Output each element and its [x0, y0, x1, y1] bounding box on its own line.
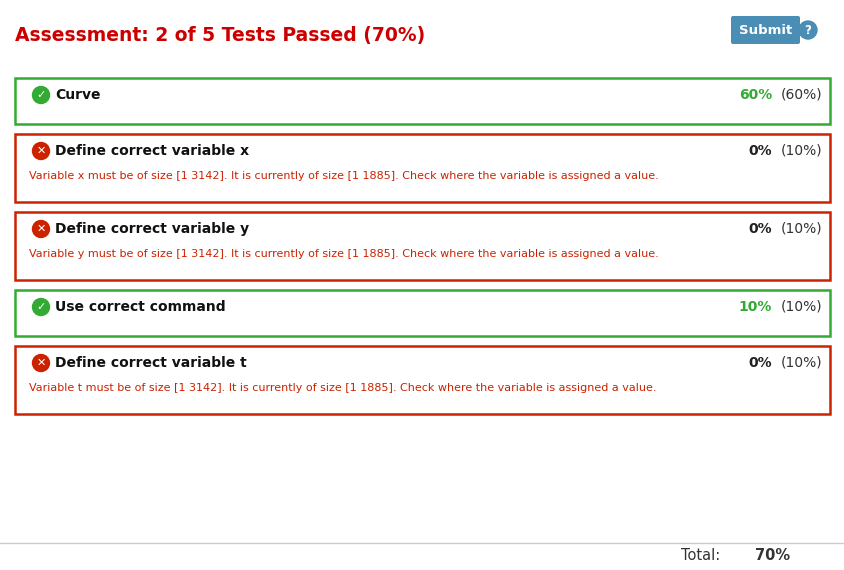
Text: Submit: Submit: [738, 23, 791, 36]
Text: ✕: ✕: [36, 224, 46, 234]
Text: Variable x must be of size [1 3142]. It is currently of size [1 1885]. Check whe: Variable x must be of size [1 3142]. It …: [29, 171, 658, 181]
Text: 10%: 10%: [738, 300, 771, 314]
Text: Assessment: 2 of 5 Tests Passed (70%): Assessment: 2 of 5 Tests Passed (70%): [15, 26, 425, 45]
Text: 0%: 0%: [748, 222, 771, 236]
FancyBboxPatch shape: [730, 16, 799, 44]
Text: (10%): (10%): [780, 222, 821, 236]
Circle shape: [32, 299, 50, 316]
Text: ?: ?: [803, 23, 810, 36]
Text: 0%: 0%: [748, 144, 771, 158]
FancyBboxPatch shape: [15, 212, 829, 280]
Circle shape: [798, 21, 816, 39]
Text: ✓: ✓: [36, 302, 46, 312]
Text: (10%): (10%): [780, 300, 821, 314]
Text: (60%): (60%): [780, 88, 821, 102]
Text: 70%: 70%: [754, 548, 789, 563]
Text: Use correct command: Use correct command: [55, 300, 225, 314]
Text: Define correct variable x: Define correct variable x: [55, 144, 249, 158]
Circle shape: [32, 221, 50, 238]
Text: Define correct variable t: Define correct variable t: [55, 356, 246, 370]
FancyBboxPatch shape: [15, 134, 829, 202]
Text: ✕: ✕: [36, 146, 46, 156]
Circle shape: [32, 142, 50, 160]
Text: ✕: ✕: [36, 358, 46, 368]
Text: (10%): (10%): [780, 356, 821, 370]
Text: Variable t must be of size [1 3142]. It is currently of size [1 1885]. Check whe: Variable t must be of size [1 3142]. It …: [29, 383, 656, 393]
Circle shape: [32, 87, 50, 104]
Text: (10%): (10%): [780, 144, 821, 158]
Text: ✓: ✓: [36, 90, 46, 100]
Text: 0%: 0%: [748, 356, 771, 370]
Text: Define correct variable y: Define correct variable y: [55, 222, 249, 236]
FancyBboxPatch shape: [15, 346, 829, 414]
Text: Variable y must be of size [1 3142]. It is currently of size [1 1885]. Check whe: Variable y must be of size [1 3142]. It …: [29, 249, 658, 259]
Circle shape: [32, 355, 50, 372]
FancyBboxPatch shape: [15, 290, 829, 336]
Text: Total:: Total:: [680, 548, 719, 563]
FancyBboxPatch shape: [15, 78, 829, 124]
Text: Curve: Curve: [55, 88, 100, 102]
Text: 60%: 60%: [738, 88, 771, 102]
